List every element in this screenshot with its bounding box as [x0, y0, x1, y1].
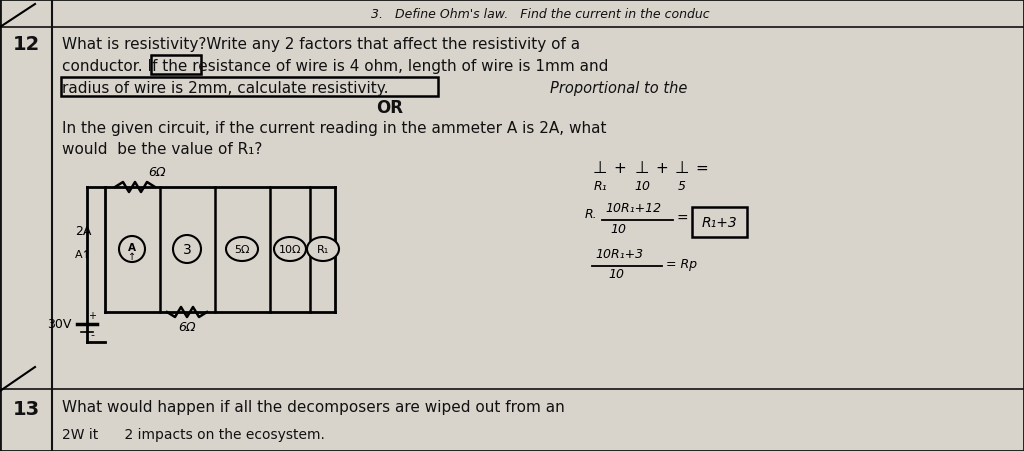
Text: +: + — [88, 310, 96, 320]
Text: A: A — [128, 243, 136, 253]
Text: = Rp: = Rp — [666, 258, 697, 271]
Text: radius of wire is 2mm, calculate resistivity.: radius of wire is 2mm, calculate resisti… — [62, 80, 388, 95]
Text: R₁+3: R₁+3 — [701, 216, 737, 230]
Text: 2W it      2 impacts on the ecosystem.: 2W it 2 impacts on the ecosystem. — [62, 427, 325, 441]
Text: 3: 3 — [182, 243, 191, 257]
Text: R₁: R₁ — [316, 244, 329, 254]
Text: 10: 10 — [608, 267, 624, 281]
Text: +: + — [655, 161, 669, 175]
Text: =: = — [677, 212, 688, 226]
Text: 2A: 2A — [75, 225, 91, 238]
Text: +: + — [613, 161, 627, 175]
Text: Proportional to the: Proportional to the — [550, 80, 687, 95]
Text: What would happen if all the decomposers are wiped out from an: What would happen if all the decomposers… — [62, 400, 565, 414]
Text: 6Ω: 6Ω — [148, 166, 166, 179]
Ellipse shape — [274, 238, 306, 262]
Text: R₁: R₁ — [593, 179, 607, 193]
Text: What is resistivity?Write any 2 factors that affect the resistivity of a: What is resistivity?Write any 2 factors … — [62, 37, 581, 51]
Text: ⊥: ⊥ — [593, 159, 607, 177]
Text: In the given circuit, if the current reading in the ammeter A is 2A, what: In the given circuit, if the current rea… — [62, 120, 606, 135]
Text: 10Ω: 10Ω — [279, 244, 301, 254]
Text: R.: R. — [585, 207, 598, 221]
Text: would  be the value of R₁?: would be the value of R₁? — [62, 142, 262, 157]
Text: ⊥: ⊥ — [675, 159, 689, 177]
Text: =: = — [695, 161, 709, 175]
Text: 10: 10 — [610, 222, 626, 235]
Text: ↑: ↑ — [128, 252, 136, 262]
Text: OR: OR — [377, 99, 403, 117]
Text: A↑: A↑ — [75, 249, 91, 259]
Text: 30V: 30V — [47, 318, 72, 330]
Text: 5: 5 — [678, 179, 686, 193]
Text: 12: 12 — [12, 36, 40, 55]
Ellipse shape — [226, 238, 258, 262]
Text: 6Ω: 6Ω — [178, 320, 196, 333]
Text: 3.   Define Ohm's law.   Find the current in the conduc: 3. Define Ohm's law. Find the current in… — [371, 8, 710, 20]
Text: conductor. If the resistance of wire is 4 ohm, length of wire is 1mm and: conductor. If the resistance of wire is … — [62, 58, 608, 74]
Text: ⊥: ⊥ — [635, 159, 649, 177]
Text: 10R₁+12: 10R₁+12 — [605, 202, 662, 215]
Text: 10R₁+3: 10R₁+3 — [595, 248, 643, 260]
Text: -: - — [90, 329, 94, 339]
Text: 10: 10 — [634, 179, 650, 193]
Ellipse shape — [307, 238, 339, 262]
Circle shape — [119, 236, 145, 262]
Bar — [692, 207, 746, 238]
Circle shape — [173, 235, 201, 263]
Text: 5Ω: 5Ω — [234, 244, 250, 254]
Text: 13: 13 — [12, 400, 40, 419]
